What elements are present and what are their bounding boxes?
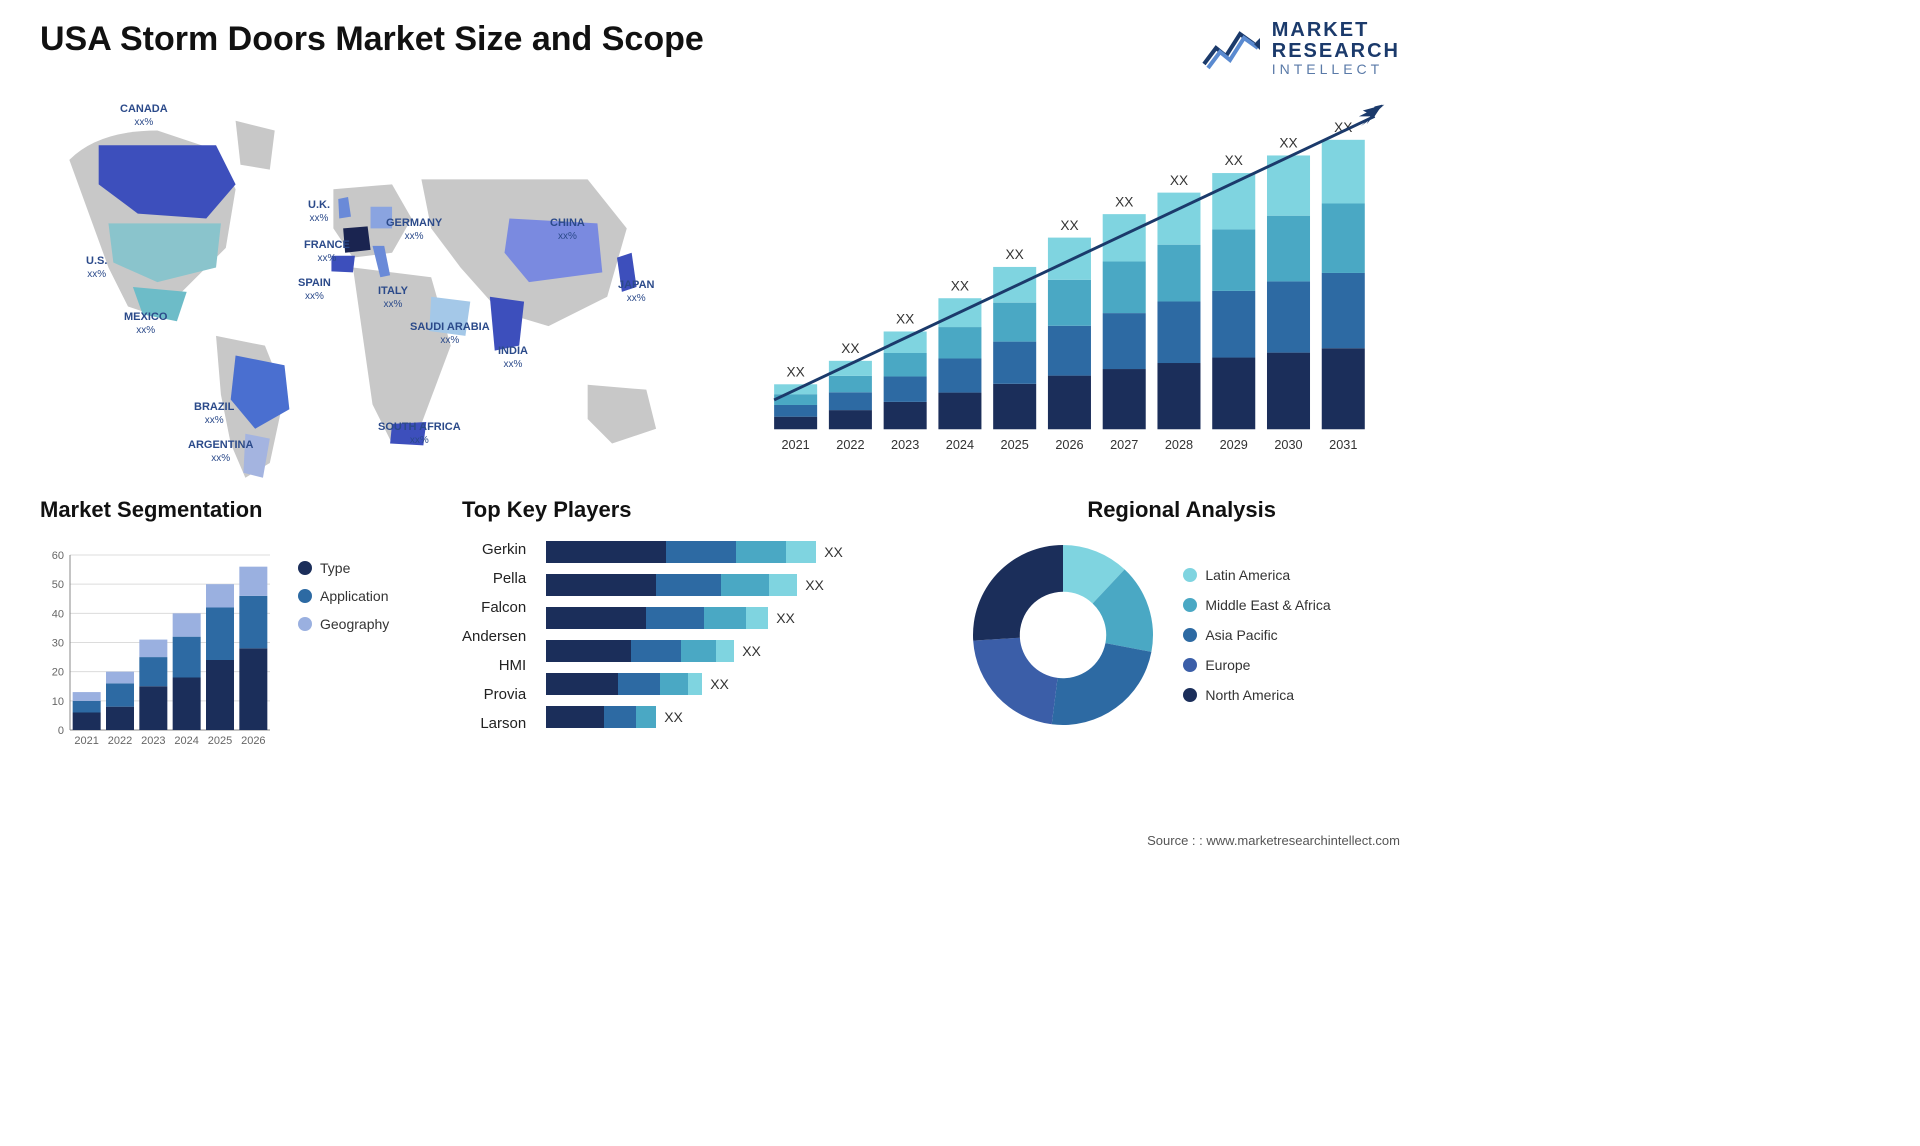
map-country-label: U.S.xx% <box>86 255 107 281</box>
key-player-name: Andersen <box>462 628 526 645</box>
legend-item: Europe <box>1183 657 1330 673</box>
svg-text:2024: 2024 <box>174 735 198 747</box>
svg-text:XX: XX <box>951 278 969 293</box>
regional-panel: Regional Analysis Latin America Middle Ea… <box>963 497 1400 755</box>
regional-title: Regional Analysis <box>963 497 1400 523</box>
svg-text:XX: XX <box>896 311 914 326</box>
key-players-bars: XX XX XX XX XX XX <box>546 535 843 732</box>
svg-text:XX: XX <box>1170 172 1188 187</box>
map-country-label: JAPANxx% <box>618 279 654 305</box>
brand-logo: MARKET RESEARCH INTELLECT <box>1202 20 1400 77</box>
map-country-label: GERMANYxx% <box>386 217 442 243</box>
source-attribution: Source : : www.marketresearchintellect.c… <box>1147 833 1400 848</box>
svg-text:2024: 2024 <box>946 437 974 452</box>
key-player-bar-row: XX <box>546 706 843 728</box>
key-player-name: Gerkin <box>462 541 526 558</box>
svg-text:2028: 2028 <box>1165 437 1193 452</box>
key-players-panel: Top Key Players Gerkin Pella Falcon Anderse… <box>462 497 938 755</box>
logo-text-2: RESEARCH <box>1272 41 1400 62</box>
key-players-name-list: Gerkin Pella Falcon Andersen HMI Provia Larson <box>462 535 526 732</box>
regional-donut-chart <box>963 535 1163 735</box>
map-country-label: ITALYxx% <box>378 285 408 311</box>
svg-text:50: 50 <box>52 579 64 591</box>
map-country-label: CHINAxx% <box>550 217 585 243</box>
svg-text:2021: 2021 <box>781 437 809 452</box>
svg-text:40: 40 <box>52 608 64 620</box>
svg-text:2022: 2022 <box>108 735 132 747</box>
map-country-label: SAUDI ARABIAxx% <box>410 321 490 347</box>
legend-item: Geography <box>298 616 389 632</box>
svg-text:2029: 2029 <box>1220 437 1248 452</box>
key-players-title: Top Key Players <box>462 497 938 523</box>
legend-item: Type <box>298 560 389 576</box>
svg-text:2030: 2030 <box>1274 437 1302 452</box>
segmentation-panel: Market Segmentation 0 10 20 30 40 50 60 2021 202… <box>40 497 437 755</box>
svg-text:2027: 2027 <box>1110 437 1138 452</box>
key-player-name: Falcon <box>462 599 526 616</box>
map-country-label: INDIAxx% <box>498 345 528 371</box>
svg-text:2031: 2031 <box>1329 437 1357 452</box>
world-map-icon <box>40 87 705 487</box>
segmentation-legend: Type Application Geography <box>298 535 389 755</box>
svg-text:2023: 2023 <box>141 735 165 747</box>
legend-item: Latin America <box>1183 567 1330 583</box>
growth-chart-panel: XX 2021 XX 2022 XX 2023 XX 2024 XX 2025 XX 2026 XX 20… <box>735 87 1400 487</box>
svg-text:2025: 2025 <box>208 735 232 747</box>
svg-text:2022: 2022 <box>836 437 864 452</box>
legend-item: Application <box>298 588 389 604</box>
map-country-label: BRAZILxx% <box>194 401 234 427</box>
segmentation-title: Market Segmentation <box>40 497 437 523</box>
svg-text:60: 60 <box>52 550 64 562</box>
key-player-name: HMI <box>462 657 526 674</box>
svg-text:2025: 2025 <box>1001 437 1029 452</box>
legend-item: Asia Pacific <box>1183 627 1330 643</box>
world-map-panel: CANADAxx% U.S.xx% MEXICOxx% BRAZILxx% ARGENT… <box>40 87 705 487</box>
svg-text:XX: XX <box>841 341 859 356</box>
logo-text-3: INTELLECT <box>1272 62 1400 77</box>
svg-text:10: 10 <box>52 696 64 708</box>
svg-text:XX: XX <box>1225 153 1243 168</box>
key-player-name: Provia <box>462 686 526 703</box>
svg-text:2026: 2026 <box>241 735 265 747</box>
logo-mark-icon <box>1202 24 1262 72</box>
svg-text:XX: XX <box>1115 194 1133 209</box>
key-player-bar-row: XX <box>546 640 843 662</box>
key-player-bar-row: XX <box>546 574 843 596</box>
svg-text:XX: XX <box>1060 217 1078 232</box>
legend-item: Middle East & Africa <box>1183 597 1330 613</box>
map-country-label: CANADAxx% <box>120 103 168 129</box>
key-player-name: Larson <box>462 715 526 732</box>
key-player-bar-row: XX <box>546 541 843 563</box>
page-title: USA Storm Doors Market Size and Scope <box>40 20 704 59</box>
logo-text-1: MARKET <box>1272 20 1400 41</box>
svg-text:30: 30 <box>52 637 64 649</box>
map-country-label: SOUTH AFRICAxx% <box>378 421 461 447</box>
map-country-label: U.K.xx% <box>308 199 330 225</box>
segmentation-bar-chart: 0 10 20 30 40 50 60 2021 2022 2023 2024 2025 2026 <box>40 535 280 755</box>
regional-legend: Latin America Middle East & Africa Asia Pa… <box>1183 567 1330 703</box>
svg-text:2023: 2023 <box>891 437 919 452</box>
key-player-bar-row: XX <box>546 607 843 629</box>
svg-text:2026: 2026 <box>1055 437 1083 452</box>
svg-text:XX: XX <box>786 364 804 379</box>
map-country-label: FRANCExx% <box>304 239 350 265</box>
svg-text:20: 20 <box>52 666 64 678</box>
map-country-label: MEXICOxx% <box>124 311 167 337</box>
growth-bar-chart: XX 2021 XX 2022 XX 2023 XX 2024 XX 2025 XX 2026 XX 20… <box>735 87 1400 478</box>
svg-text:XX: XX <box>1006 247 1024 262</box>
map-country-label: ARGENTINAxx% <box>188 439 253 465</box>
key-player-bar-row: XX <box>546 673 843 695</box>
svg-text:2021: 2021 <box>74 735 98 747</box>
svg-text:XX: XX <box>1279 135 1297 150</box>
key-player-name: Pella <box>462 570 526 587</box>
svg-text:0: 0 <box>58 725 64 737</box>
map-country-label: SPAINxx% <box>298 277 331 303</box>
legend-item: North America <box>1183 687 1330 703</box>
